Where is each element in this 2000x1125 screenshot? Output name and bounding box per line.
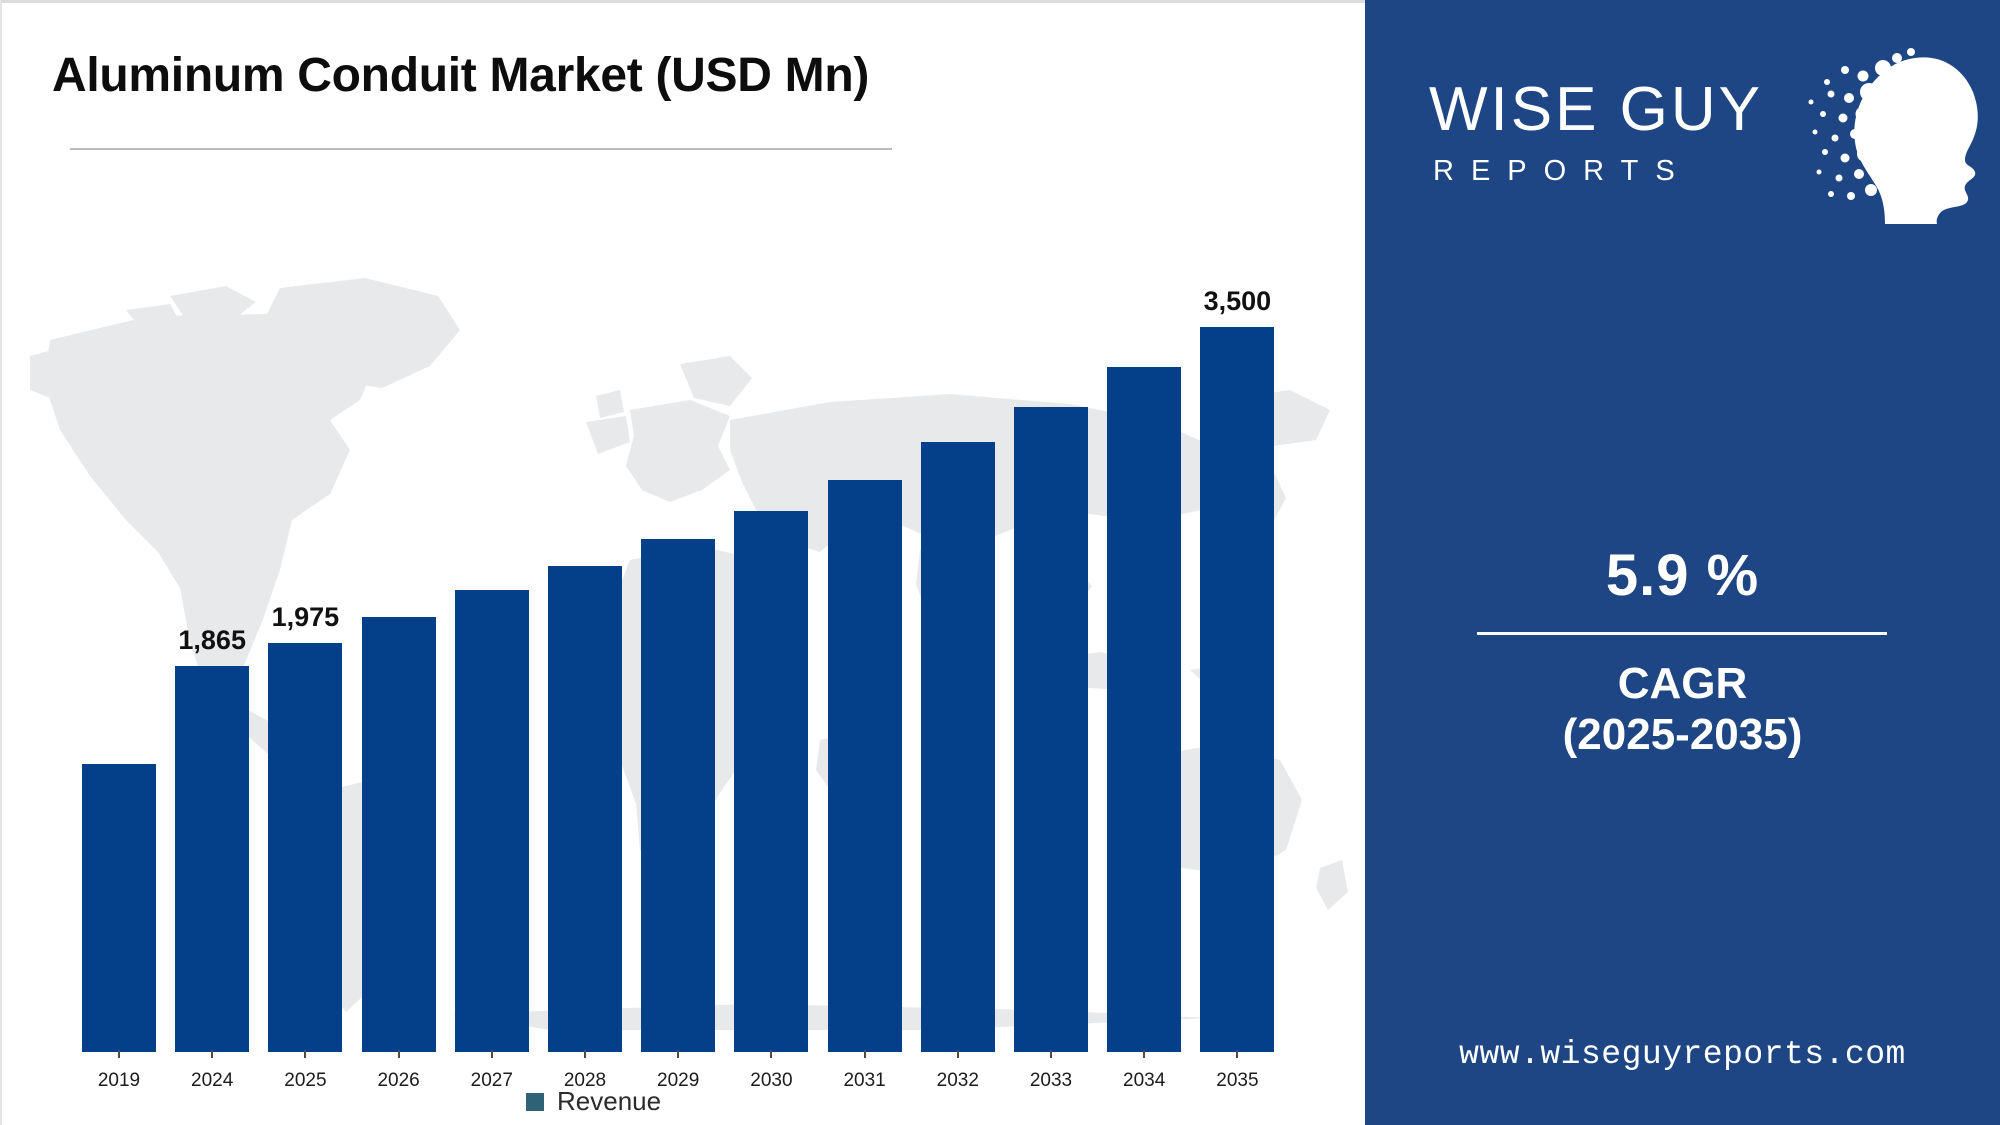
x-axis-label-2024: 2024 <box>191 1070 234 1091</box>
axis-tick-2028 <box>584 1050 586 1058</box>
bar-group-2032[interactable] <box>920 442 995 1052</box>
bar-2028[interactable] <box>548 566 622 1052</box>
bar-2025[interactable] <box>268 643 343 1052</box>
bar-2026[interactable] <box>361 617 436 1052</box>
bar-2027[interactable] <box>454 590 529 1052</box>
dotted-head-profile-icon <box>1765 48 2000 224</box>
bar-2033[interactable] <box>1014 407 1088 1052</box>
cagr-caption-line-2: (2025-2035) <box>1562 710 1803 760</box>
bar-group-2029[interactable] <box>641 539 716 1052</box>
bar-group-2025[interactable]: 1,975 <box>268 602 343 1052</box>
bar-group-2033[interactable] <box>1014 407 1088 1052</box>
x-axis-label-2034: 2034 <box>1123 1070 1166 1091</box>
axis-tick-2030 <box>770 1050 773 1058</box>
x-axis-label-2035: 2035 <box>1216 1070 1259 1091</box>
plot-area: 2019 1,865 2024 1,975 2025 2026 2027 2028 2029 20… <box>82 286 1275 1091</box>
bar-2032[interactable] <box>920 442 995 1052</box>
x-axis-label-2033: 2033 <box>1029 1070 1073 1091</box>
bar-group-2019[interactable] <box>82 764 156 1052</box>
bar-value-label-2025: 1,975 <box>271 602 340 632</box>
x-axis-label-2032: 2032 <box>936 1070 979 1091</box>
x-axis-label-2029: 2029 <box>657 1070 700 1091</box>
bar-group-2026[interactable] <box>361 617 436 1052</box>
cagr-caption: CAGR (2025-2035) <box>1365 658 2000 760</box>
cagr-caption-line-1: CAGR <box>1617 659 1748 708</box>
axis-tick-2026 <box>397 1050 400 1058</box>
bar-group-2035[interactable]: 3,500 <box>1200 286 1275 1052</box>
bar-value-label-2035: 3,500 <box>1203 286 1272 316</box>
bar-group-2030[interactable] <box>734 511 809 1052</box>
axis-tick-2033 <box>1050 1050 1052 1058</box>
chart-panel: Aluminum Conduit Market (USD Mn) <box>0 0 1365 1125</box>
bar-2030[interactable] <box>734 511 809 1052</box>
bar-group-2027[interactable] <box>454 590 529 1052</box>
axis-tick-2034 <box>1143 1050 1146 1058</box>
cagr-value: 5.9 % <box>1605 543 1760 608</box>
logo-subword: REPORTS <box>1433 155 1692 187</box>
bar-2035[interactable] <box>1200 327 1275 1052</box>
title-underline <box>70 148 892 150</box>
x-axis-label-2031: 2031 <box>843 1070 886 1091</box>
bar-group-2024[interactable]: 1,865 <box>175 625 250 1052</box>
x-axis-label-2026: 2026 <box>377 1070 420 1091</box>
x-axis-label-2025: 2025 <box>284 1070 327 1091</box>
legend-item-label: Revenue <box>557 1086 662 1116</box>
bar-group-2028[interactable] <box>548 566 622 1052</box>
bar-group-2031[interactable] <box>827 480 902 1052</box>
x-axis-label-2027: 2027 <box>470 1070 513 1091</box>
bar-group-2034[interactable] <box>1107 367 1182 1052</box>
square-swatch-icon <box>524 1090 546 1113</box>
bar-2034[interactable] <box>1107 367 1182 1052</box>
cagr-divider <box>1477 632 1887 635</box>
axis-tick-2019 <box>118 1050 120 1058</box>
page-title: Aluminum Conduit Market (USD Mn) <box>52 49 870 102</box>
axis-tick-2024 <box>211 1050 214 1058</box>
axis-tick-2027 <box>490 1050 493 1058</box>
axis-tick-2025 <box>304 1050 307 1058</box>
panel-top-divider <box>0 0 1365 3</box>
axis-tick-2029 <box>677 1050 680 1058</box>
axis-tick-2032 <box>956 1050 959 1058</box>
x-axis-label-2028: 2028 <box>563 1070 607 1091</box>
x-axis-label-2030: 2030 <box>750 1070 793 1091</box>
bar-2031[interactable] <box>827 480 902 1052</box>
panel-left-divider <box>0 0 2 1125</box>
axis-tick-2035 <box>1236 1050 1239 1058</box>
website-url: www.wiseguyreports.com <box>1459 1036 1906 1073</box>
bar-2019[interactable] <box>82 764 156 1052</box>
bar-2024[interactable] <box>175 666 250 1052</box>
axis-tick-2031 <box>863 1050 866 1058</box>
logo-wordmark: WISE GUY <box>1429 75 1764 144</box>
brand-panel: WISE GUY REPORTS <box>1365 0 2000 1125</box>
bar-value-label-2024: 1,865 <box>178 625 246 655</box>
chart-legend[interactable]: Revenue <box>524 1086 661 1117</box>
brand-logo: WISE GUY REPORTS <box>1365 48 2000 224</box>
x-axis-label-2019: 2019 <box>97 1070 141 1091</box>
bar-2029[interactable] <box>641 539 716 1052</box>
